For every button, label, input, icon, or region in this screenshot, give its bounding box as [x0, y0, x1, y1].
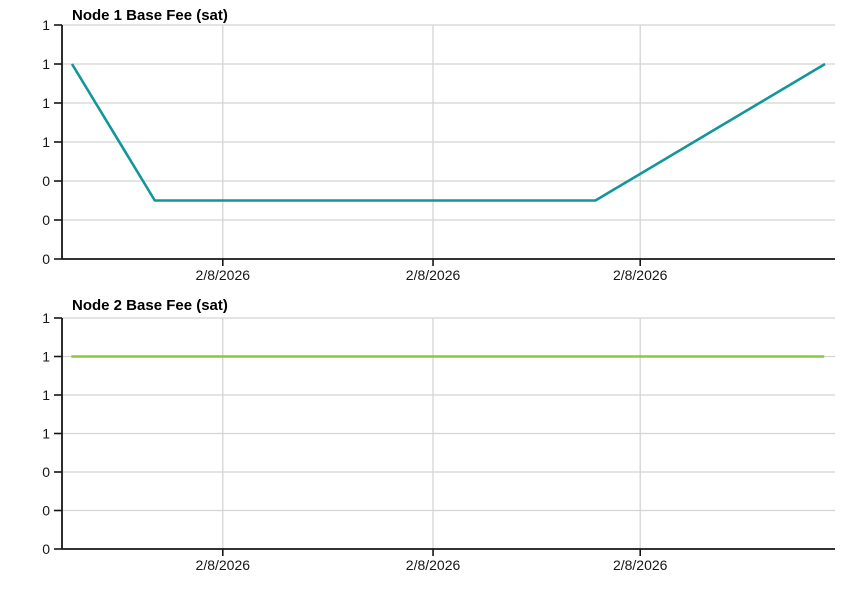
y-tick-label: 1: [42, 310, 50, 326]
y-tick-label: 1: [42, 387, 50, 403]
y-tick-label: 1: [42, 426, 50, 442]
chart-node2-base-fee: 1 1 1 1 0 0 0 2/8/2026 2/8/2026 2/8/2026 Node 2 B…: [0, 290, 860, 600]
y-tick-label: 1: [42, 95, 50, 111]
y-tick-label: 1: [42, 134, 50, 150]
x-tick-label: 2/8/2026: [613, 557, 668, 573]
chart-node1-base-fee: 1 1 1 1 0 0 0 2/8/2026 2/8/2026 2/8/2026 Node 1 B…: [0, 0, 860, 290]
y-tick-label: 0: [42, 541, 50, 557]
y-tick-label: 0: [42, 212, 50, 228]
x-tick-label: 2/8/2026: [613, 267, 668, 283]
chart-title-node2: Node 2 Base Fee (sat): [72, 297, 228, 314]
chart-title-node1: Node 1 Base Fee (sat): [72, 7, 228, 24]
y-tick-label: 1: [42, 56, 50, 72]
y-tick-label: 0: [42, 173, 50, 189]
y-tick-label: 0: [42, 464, 50, 480]
y-tick-label: 1: [42, 17, 50, 33]
chart-canvas-node1: 1 1 1 1 0 0 0 2/8/2026 2/8/2026 2/8/2026: [42, 17, 835, 283]
x-tick-label: 2/8/2026: [196, 557, 251, 573]
y-tick-label: 1: [42, 349, 50, 365]
y-tick-label: 0: [42, 251, 50, 267]
chart-canvas-node2: 1 1 1 1 0 0 0 2/8/2026 2/8/2026 2/8/2026: [42, 310, 835, 573]
x-tick-label: 2/8/2026: [196, 267, 251, 283]
y-tick-label: 0: [42, 503, 50, 519]
data-line-node-1-base-fee: [70, 62, 826, 202]
x-tick-label: 2/8/2026: [406, 267, 461, 283]
x-tick-label: 2/8/2026: [406, 557, 461, 573]
